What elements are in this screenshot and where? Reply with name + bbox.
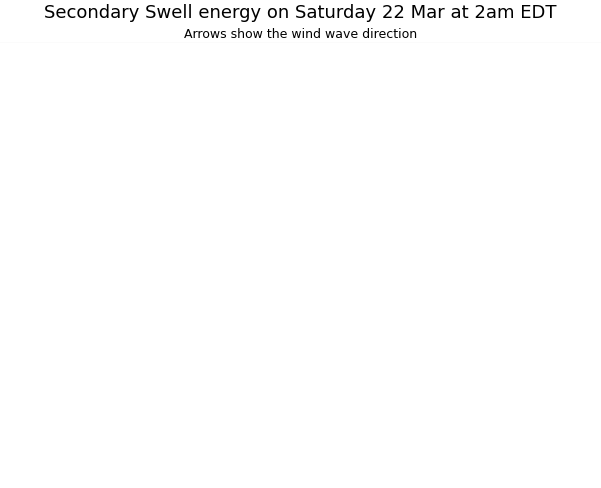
Text: Arrows show the wind wave direction: Arrows show the wind wave direction [184,28,417,41]
Text: Secondary Swell energy on Saturday 22 Mar at 2am EDT: Secondary Swell energy on Saturday 22 Ma… [44,4,557,22]
Text: Cartopy required: Cartopy required [206,256,395,276]
